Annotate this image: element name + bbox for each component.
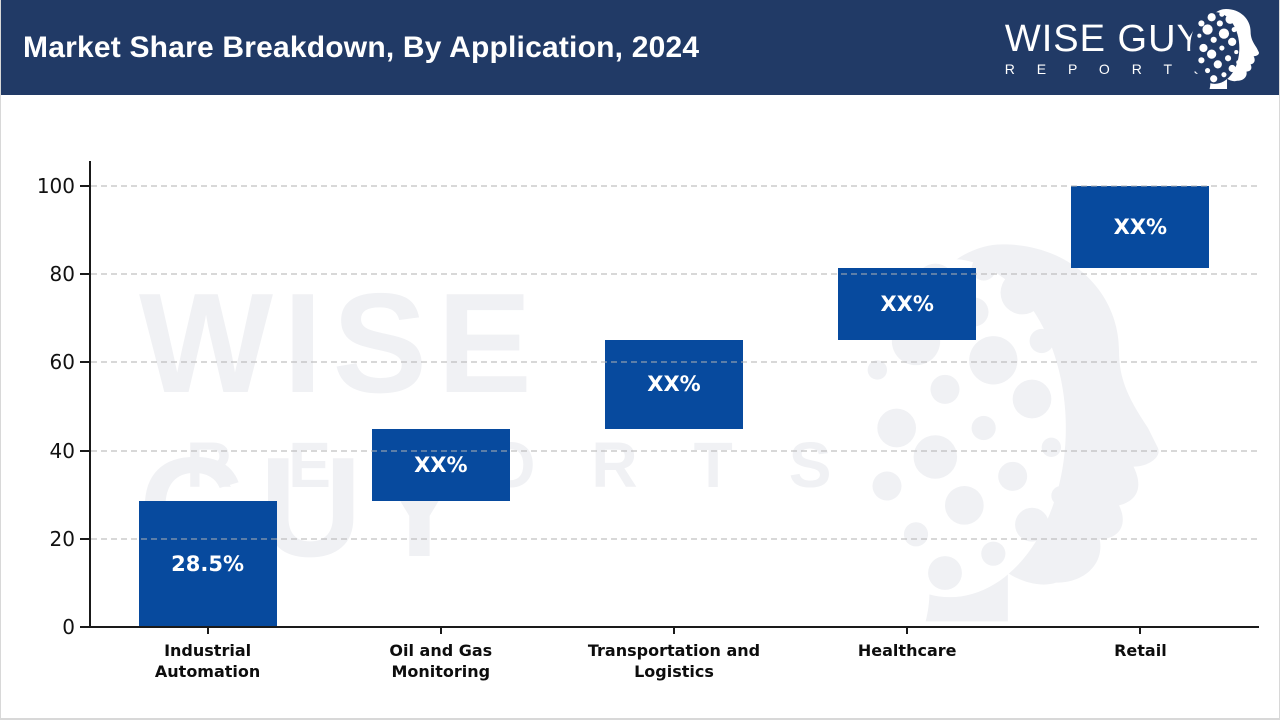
bar-healthcare: XX% [838, 267, 977, 341]
bar-value-label: XX% [1113, 214, 1168, 239]
x-category-label-line: Automation [154, 662, 261, 681]
y-tick-mark [80, 537, 89, 540]
y-tick-label: 60 [49, 350, 75, 375]
x-category-label-line: Oil and Gas [389, 641, 493, 660]
y-tick-label: 80 [49, 262, 75, 287]
y-tick-mark [80, 449, 89, 452]
y-tick-mark [80, 626, 89, 628]
y-tick-label: 100 [36, 174, 75, 198]
bar-value-label: 28.5% [171, 552, 245, 577]
wiseguy-logo: WISE GUY R E P O R T S [1005, 7, 1279, 89]
x-tick-mark [673, 627, 675, 634]
gridline-40 [91, 449, 1257, 452]
x-axis-line [89, 626, 1259, 628]
y-tick-label: 20 [49, 526, 75, 551]
x-category-label-line: Transportation and [587, 641, 761, 660]
logo-face-icon [1190, 8, 1260, 89]
x-tick-mark [906, 627, 909, 634]
bar-value-label: XX% [880, 291, 934, 316]
bar-value-label: XX% [647, 372, 701, 397]
y-tick-mark [80, 273, 89, 276]
y-axis-line [89, 161, 91, 628]
x-category-label: Transportation and Logistics [559, 640, 789, 682]
bar-retail: XX% [1071, 186, 1210, 268]
y-tick-mark [80, 185, 89, 187]
x-category-label-line: Logistics [634, 662, 714, 681]
logo-reports-label: R E P O R T S [1004, 60, 1212, 77]
x-category-label: Retail [1025, 640, 1255, 661]
chart-title: Market Share Breakdown, By Application, … [23, 30, 700, 64]
logo-wiseguy-label: WISE GUY [1004, 17, 1203, 60]
x-tick-mark [206, 627, 209, 634]
x-tick-mark [1139, 627, 1142, 634]
x-category-label-line: Monitoring [391, 662, 491, 681]
x-category-label-line: Retail [1114, 641, 1167, 660]
y-tick-label: 40 [49, 438, 75, 463]
y-tick-label: 0 [62, 615, 75, 639]
header-bar: Market Share Breakdown, By Application, … [1, 0, 1279, 95]
y-tick-mark [80, 361, 89, 364]
x-category-label: Oil and Gas Monitoring [326, 640, 556, 682]
bar-oil-and-gas-monitoring: XX% [371, 428, 510, 502]
x-category-label-line: Industrial [164, 641, 252, 660]
x-category-label-line: Healthcare [857, 641, 957, 660]
gridline-80 [91, 273, 1257, 276]
bar-value-label: XX% [414, 452, 468, 477]
x-category-label: Industrial Automation [93, 640, 323, 682]
x-tick-mark [439, 627, 442, 634]
plot-area: 0 20 40 60 80 100 28.5% Industrial Automation XX%… [37, 162, 1257, 681]
logo-text: WISE GUY R E P O R T S [1005, 19, 1203, 77]
x-category-label: Healthcare [792, 640, 1022, 661]
bar-industrial-automation: 28.5% [138, 501, 277, 627]
bar-transportation-and-logistics: XX% [605, 340, 743, 429]
